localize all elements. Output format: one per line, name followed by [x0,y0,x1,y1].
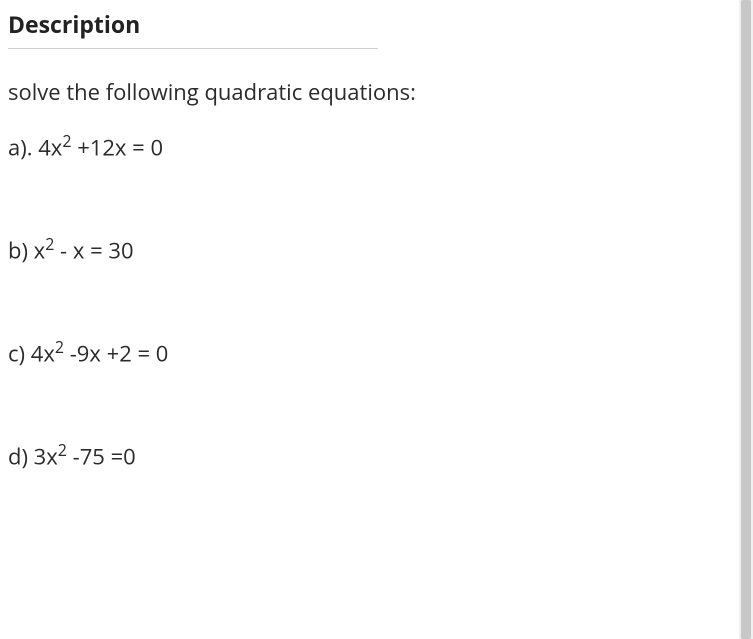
problem-b-label: b) [8,235,34,265]
vertical-scrollbar-track[interactable] [739,0,753,639]
vertical-scrollbar-thumb[interactable] [741,0,751,639]
intro-text: solve the following quadratic equations: [8,77,710,107]
problem-c: c) 4x2 -9x +2 = 0 [8,337,710,368]
problem-b: b) x2 - x = 30 [8,234,710,265]
problem-c-term1: 4x [31,338,55,368]
problem-d-term1: 3x [34,441,58,471]
problem-c-label: c) [8,338,31,368]
content-area: Description solve the following quadrati… [0,0,730,491]
problem-b-term1: x [34,235,46,265]
problem-b-rest: - x = 30 [54,235,133,265]
description-heading: Description [8,8,710,40]
problem-a-rest: +12x = 0 [71,132,163,162]
problem-a: a). 4x2 +12x = 0 [8,131,710,162]
problem-b-exp: 2 [45,233,54,255]
problem-c-exp: 2 [55,336,64,358]
problem-a-exp: 2 [62,130,71,152]
problem-c-rest: -9x +2 = 0 [64,338,168,368]
heading-rule [8,48,378,49]
problem-d-exp: 2 [58,439,67,461]
problem-a-term1: 4x [38,132,62,162]
problem-d-rest: -75 =0 [67,441,136,471]
problem-d-label: d) [8,441,34,471]
problem-d: d) 3x2 -75 =0 [8,440,710,471]
page: Description solve the following quadrati… [0,0,753,639]
problem-a-label: a). [8,132,38,162]
